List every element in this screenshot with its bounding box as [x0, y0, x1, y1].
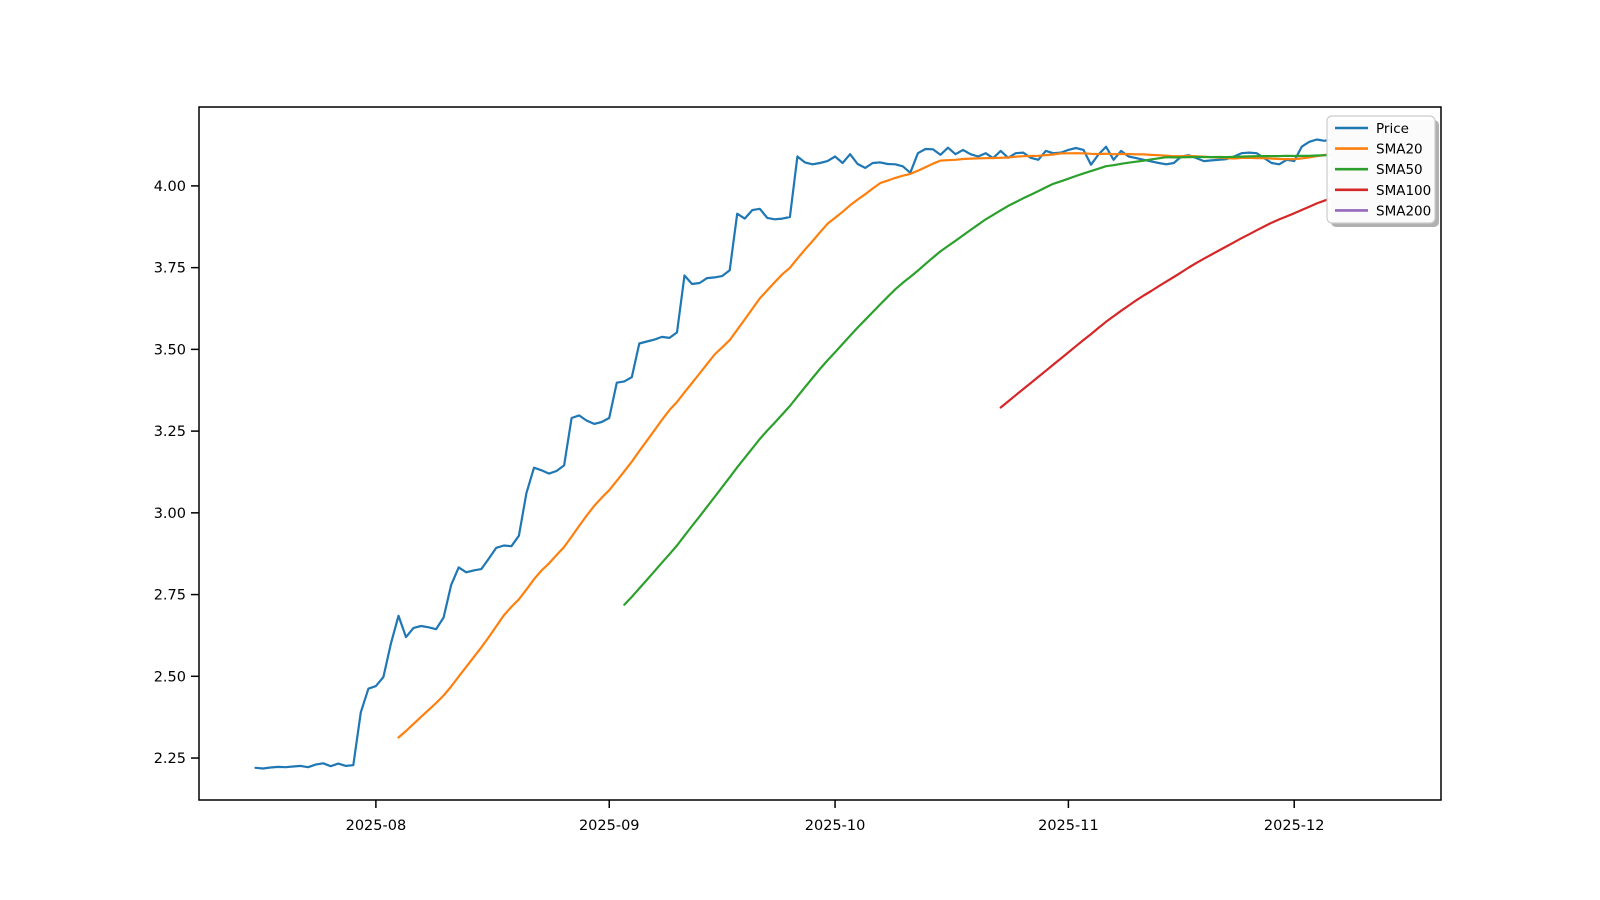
- legend-item-sma50: SMA50: [1335, 162, 1423, 178]
- y-tick-label: 4.00: [154, 179, 186, 195]
- y-tick-label: 2.25: [154, 751, 186, 767]
- x-tick-label: 2025-12: [1264, 818, 1325, 834]
- legend-label: SMA200: [1376, 203, 1431, 219]
- y-tick-label: 2.75: [154, 588, 186, 604]
- y-tick-label: 3.25: [154, 424, 186, 440]
- legend: Price SMA20 SMA50 SMA100 SMA200: [1326, 115, 1439, 227]
- x-tick-label: 2025-11: [1038, 818, 1099, 834]
- y-tick-label: 3.50: [154, 342, 186, 358]
- legend-label: SMA100: [1376, 183, 1431, 199]
- legend-label: Price: [1376, 121, 1409, 137]
- x-tick-label: 2025-09: [579, 818, 640, 834]
- legend-label: SMA20: [1376, 142, 1423, 158]
- x-tick-label: 2025-08: [346, 818, 407, 834]
- y-tick-label: 3.75: [154, 261, 186, 277]
- legend-item-sma200: SMA200: [1335, 203, 1431, 219]
- legend-item-sma100: SMA100: [1335, 183, 1431, 199]
- legend-frame: [1326, 115, 1436, 224]
- sma100-line: [999, 178, 1386, 409]
- legend-item-price: Price: [1335, 121, 1409, 137]
- legend-label: SMA50: [1376, 162, 1423, 178]
- y-tick-label: 3.00: [154, 506, 186, 522]
- legend-item-sma20: SMA20: [1335, 142, 1423, 158]
- sma20-line: [397, 146, 1386, 739]
- y-tick-label: 2.50: [154, 669, 186, 685]
- x-tick-label: 2025-10: [805, 818, 866, 834]
- axes-frame: [198, 106, 1442, 801]
- sma50-line: [623, 151, 1386, 606]
